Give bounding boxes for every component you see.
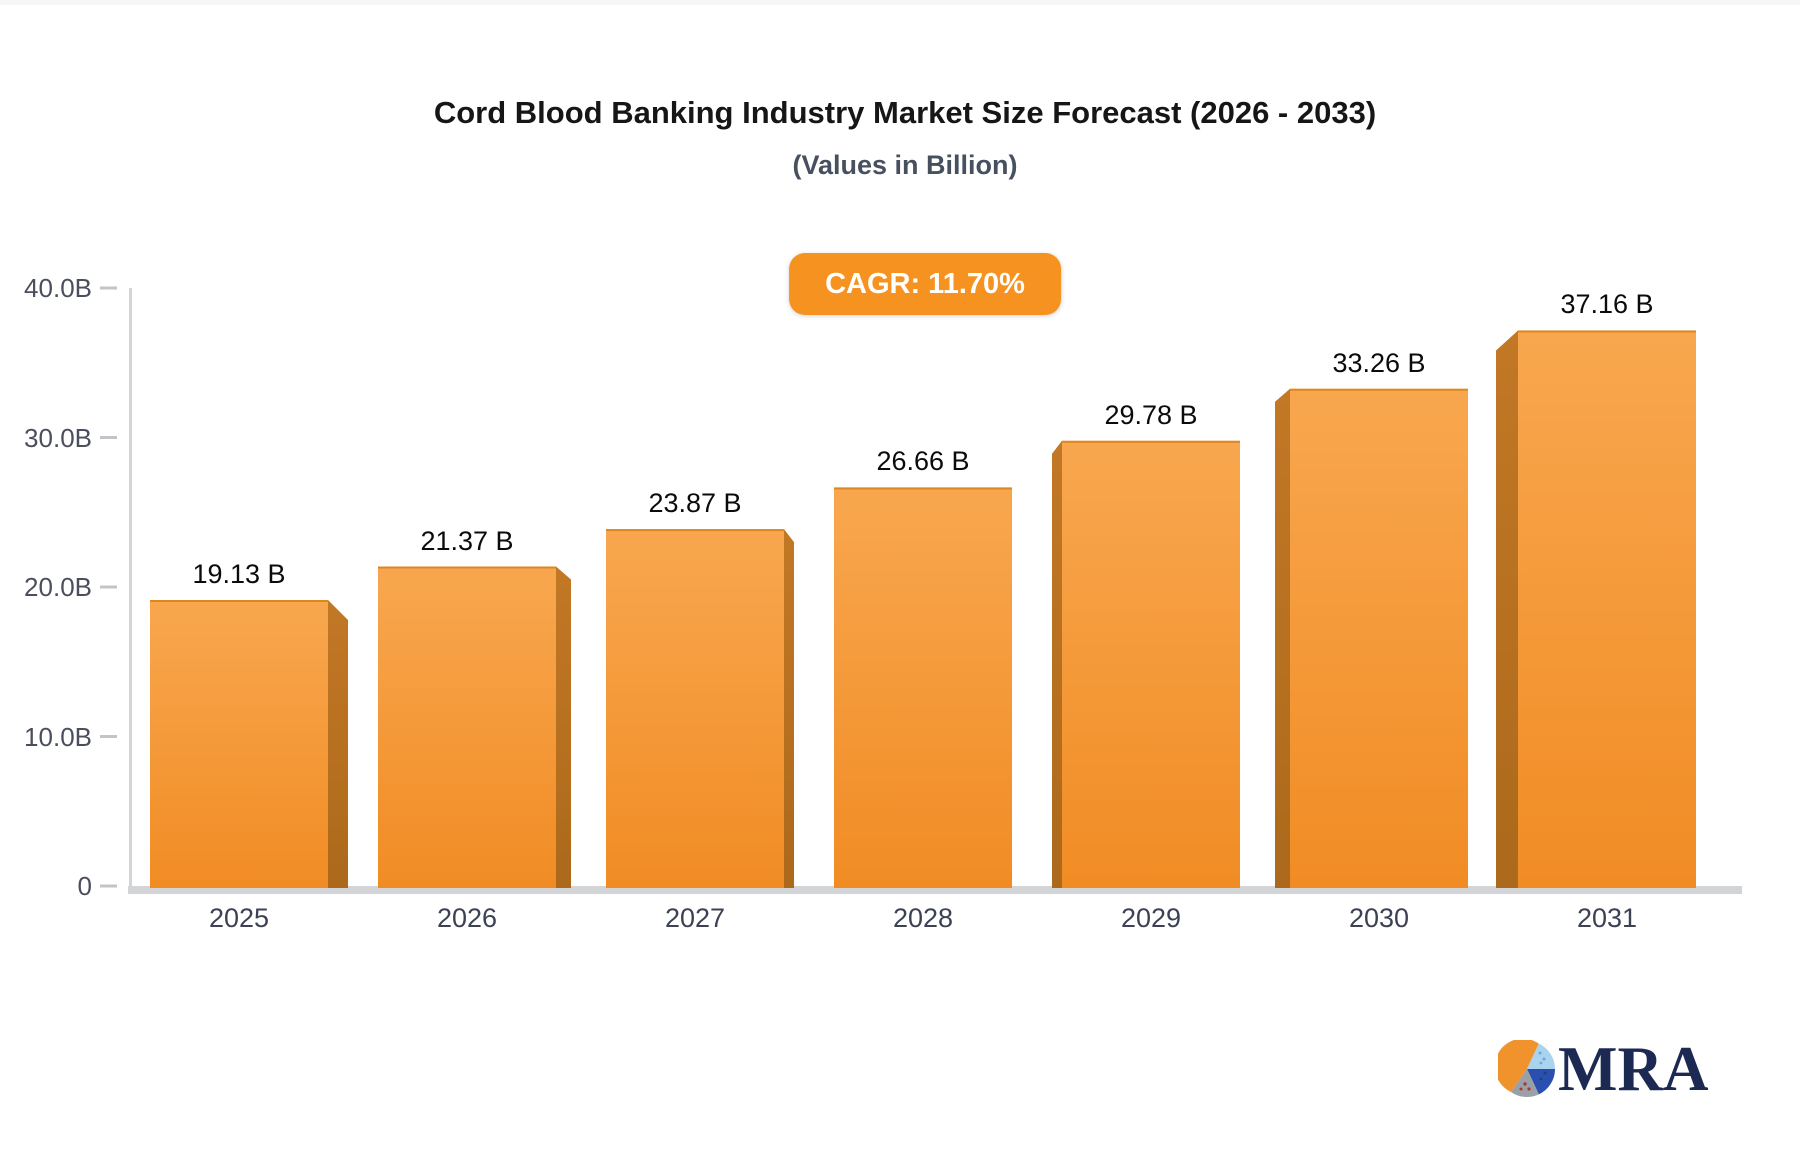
y-axis-tick	[100, 735, 117, 738]
logo-pie-icon	[1498, 1040, 1555, 1098]
y-axis-tick	[100, 585, 117, 589]
bar-side-face	[784, 529, 794, 888]
brand-logo: MRA	[1498, 1034, 1708, 1104]
y-axis-line	[129, 288, 132, 890]
bar-top-edge	[378, 566, 556, 569]
logo-text: MRA	[1558, 1034, 1709, 1104]
bar	[606, 529, 784, 888]
cagr-badge: CAGR: 11.70%	[789, 253, 1061, 315]
x-axis-baseline	[128, 886, 1742, 894]
bar-side-face	[1275, 388, 1290, 888]
bar-top-edge	[1290, 388, 1468, 391]
bar-top-edge	[150, 600, 328, 603]
bar-top-edge	[1518, 330, 1696, 333]
bar	[378, 566, 556, 888]
bar-side-face	[556, 566, 571, 888]
bar	[1290, 388, 1468, 888]
page-top-strip	[0, 0, 1800, 5]
bar	[1062, 440, 1240, 888]
bar-side-face	[328, 600, 348, 888]
y-axis-tick	[100, 286, 117, 290]
bar-top-edge	[834, 487, 1012, 490]
bar-side-face	[1496, 330, 1518, 888]
bar	[1518, 330, 1696, 888]
chart-title: Cord Blood Banking Industry Market Size …	[433, 95, 1377, 130]
y-axis-tick	[100, 884, 117, 888]
bar-side-face	[1052, 440, 1062, 888]
chart-subtitle: (Values in Billion)	[792, 150, 1018, 180]
bar-top-edge	[606, 529, 784, 532]
bar	[150, 600, 328, 888]
bar-top-edge	[1062, 440, 1240, 443]
y-axis-tick	[100, 436, 117, 439]
bar	[834, 487, 1012, 888]
